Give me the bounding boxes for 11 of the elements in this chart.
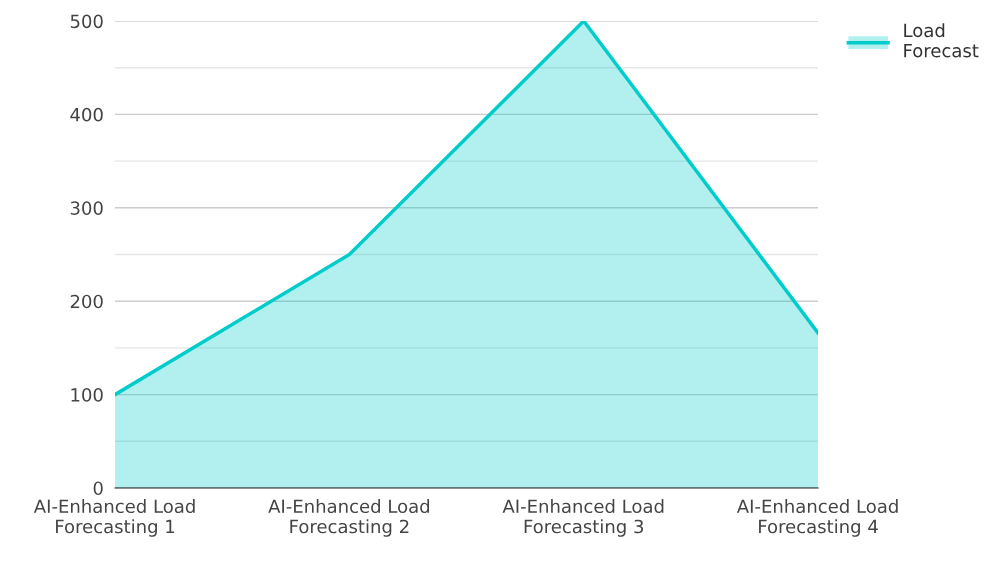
- x-tick-label: AI-Enhanced Load Forecasting 1: [33, 499, 195, 537]
- y-tick-label: 500: [70, 14, 103, 29]
- y-tick-label: 400: [70, 107, 103, 122]
- x-tick-label: AI-Enhanced Load Forecasting 4: [736, 499, 898, 537]
- y-tick-label: 0: [93, 481, 103, 496]
- legend-label: Load Forecast: [904, 23, 979, 58]
- x-tick-label: AI-Enhanced Load Forecasting 3: [502, 499, 664, 537]
- y-tick-label: 300: [70, 201, 103, 215]
- y-tick-label: 200: [70, 294, 103, 309]
- y-tick-label: 100: [71, 388, 103, 402]
- x-tick-label: AI-Enhanced Load Forecasting 2: [268, 499, 430, 537]
